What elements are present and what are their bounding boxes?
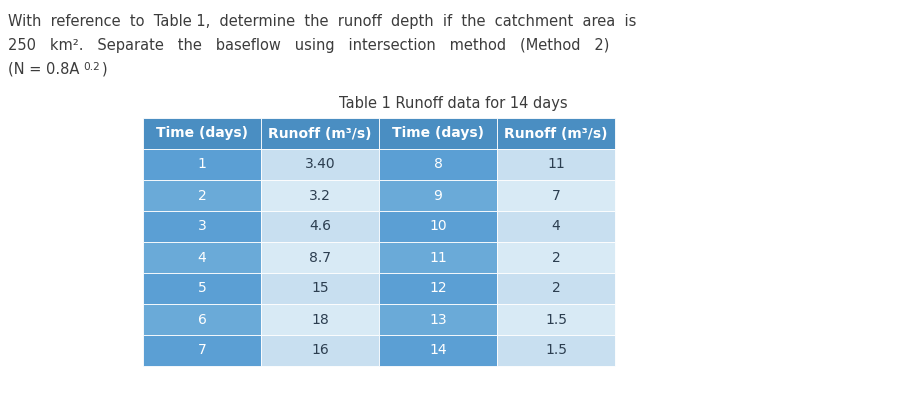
Text: 3: 3: [198, 220, 207, 234]
Bar: [261, 149, 379, 180]
Bar: [261, 335, 379, 366]
Text: With  reference  to  Table 1,  determine  the  runoff  depth  if  the  catchment: With reference to Table 1, determine the…: [8, 14, 636, 29]
Text: 3.40: 3.40: [304, 158, 335, 171]
Text: 0.2: 0.2: [83, 62, 100, 72]
Text: 11: 11: [547, 158, 564, 171]
Bar: [261, 211, 379, 242]
Bar: [497, 118, 615, 149]
Bar: [261, 273, 379, 304]
Text: ): ): [102, 62, 108, 77]
Text: 2: 2: [198, 188, 207, 202]
Text: 18: 18: [311, 313, 329, 326]
Bar: [143, 149, 261, 180]
Bar: [497, 304, 615, 335]
Text: 2: 2: [552, 251, 561, 264]
Text: 4: 4: [552, 220, 561, 234]
Bar: [143, 304, 261, 335]
Text: 7: 7: [198, 343, 207, 358]
Text: 1.5: 1.5: [545, 343, 567, 358]
Bar: [497, 149, 615, 180]
Bar: [379, 211, 497, 242]
Text: Time (days): Time (days): [392, 126, 484, 141]
Bar: [497, 335, 615, 366]
Text: Table 1 Runoff data for 14 days: Table 1 Runoff data for 14 days: [339, 96, 567, 111]
Bar: [261, 118, 379, 149]
Bar: [497, 180, 615, 211]
Bar: [261, 304, 379, 335]
Bar: [143, 273, 261, 304]
Bar: [143, 118, 261, 149]
Text: 11: 11: [429, 251, 447, 264]
Text: 3.2: 3.2: [309, 188, 331, 202]
Text: (N = 0.8A: (N = 0.8A: [8, 62, 80, 77]
Text: 9: 9: [434, 188, 442, 202]
Text: Runoff (m³/s): Runoff (m³/s): [505, 126, 608, 141]
Text: Runoff (m³/s): Runoff (m³/s): [268, 126, 371, 141]
Bar: [379, 242, 497, 273]
Bar: [143, 335, 261, 366]
Text: 4: 4: [198, 251, 207, 264]
Bar: [379, 180, 497, 211]
Bar: [143, 211, 261, 242]
Text: 5: 5: [198, 281, 207, 296]
Bar: [379, 273, 497, 304]
Bar: [497, 242, 615, 273]
Bar: [261, 180, 379, 211]
Bar: [143, 180, 261, 211]
Bar: [379, 149, 497, 180]
Text: 7: 7: [552, 188, 561, 202]
Text: 10: 10: [429, 220, 447, 234]
Text: 2: 2: [552, 281, 561, 296]
Text: 8: 8: [434, 158, 442, 171]
Bar: [143, 242, 261, 273]
Bar: [497, 273, 615, 304]
Text: 12: 12: [429, 281, 447, 296]
Text: 1: 1: [198, 158, 207, 171]
Text: 250   km².   Separate   the   baseflow   using   intersection   method   (Method: 250 km². Separate the baseflow using int…: [8, 38, 610, 53]
Text: 16: 16: [311, 343, 329, 358]
Bar: [261, 242, 379, 273]
Text: 4.6: 4.6: [309, 220, 331, 234]
Bar: [379, 118, 497, 149]
Bar: [379, 335, 497, 366]
Text: 8.7: 8.7: [309, 251, 331, 264]
Bar: [379, 304, 497, 335]
Text: 15: 15: [311, 281, 329, 296]
Text: Time (days): Time (days): [156, 126, 248, 141]
Text: 6: 6: [198, 313, 207, 326]
Bar: [497, 211, 615, 242]
Text: 14: 14: [429, 343, 447, 358]
Text: 1.5: 1.5: [545, 313, 567, 326]
Text: 13: 13: [429, 313, 447, 326]
